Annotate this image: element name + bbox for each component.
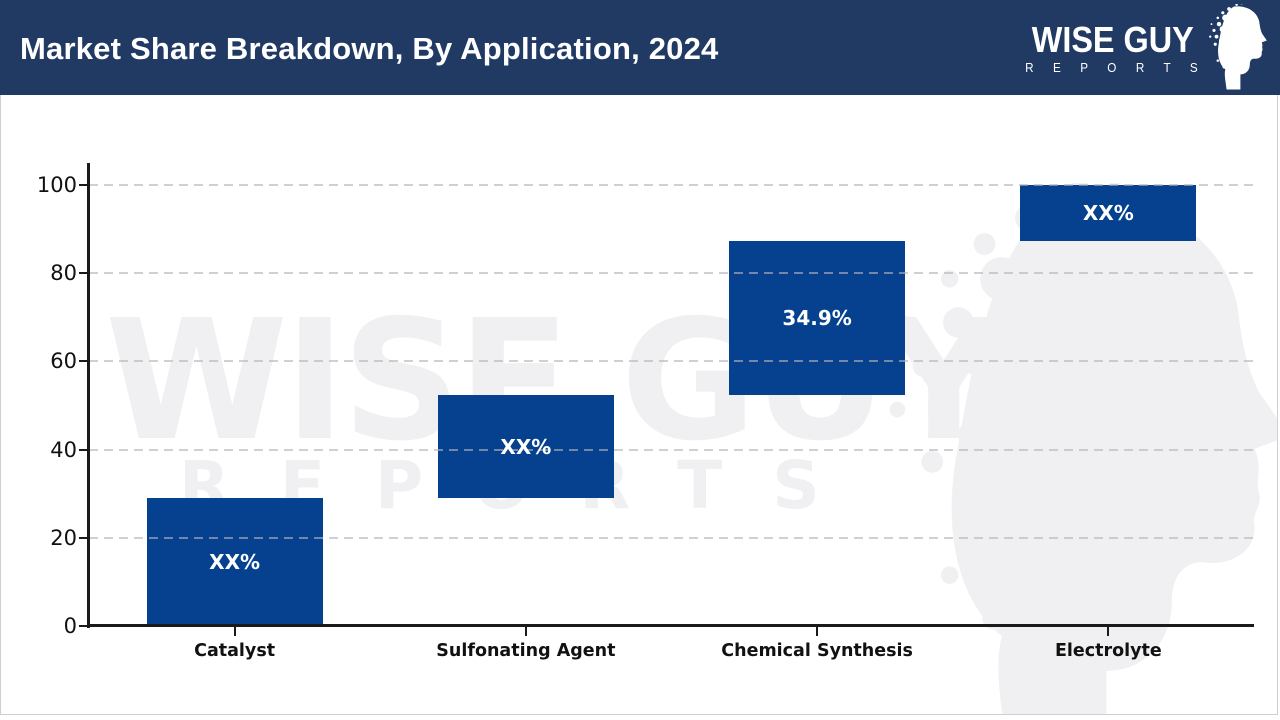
plot-area: XX% XX% 34.9% XX% 0 20 40 60 80 100 Catalyst Sulfon… [1, 95, 1277, 714]
y-axis [87, 163, 90, 628]
y-tick-label: 100 [36, 173, 77, 197]
wiseguy-logo: WISE GUY R E P O R T S [999, 4, 1272, 92]
gridline-40 [89, 448, 1254, 451]
y-tick [79, 536, 89, 539]
x-category-label: Chemical Synthesis [721, 641, 913, 661]
gridline-80 [89, 272, 1254, 275]
logo-face-icon [1209, 4, 1267, 90]
bar-value-label: XX% [1082, 201, 1134, 225]
y-tick-label: 60 [50, 349, 77, 374]
gridline-60 [89, 360, 1254, 363]
logo-wordmark-line1: WISE GUY [1031, 19, 1194, 60]
page-title: Market Share Breakdown, By Application, … [20, 31, 719, 66]
y-tick [79, 360, 89, 363]
gridline-20 [89, 536, 1254, 539]
logo-wordmark: WISE GUY R E P O R T S [1020, 19, 1206, 75]
x-axis [87, 624, 1254, 627]
y-tick-label: 20 [50, 525, 77, 550]
x-category-label: Sulfonating Agent [436, 641, 616, 661]
y-tick-label: 80 [50, 261, 77, 286]
y-tick [79, 272, 89, 275]
gridline-100 [89, 184, 1254, 186]
logo-wordmark-line2: R E P O R T S [1025, 60, 1206, 75]
bar-value-label: XX% [209, 550, 261, 575]
y-tick [79, 448, 89, 451]
x-tick [524, 627, 527, 636]
bar-sulfonating-agent [437, 394, 614, 499]
x-tick [1107, 627, 1110, 636]
y-tick [79, 625, 89, 627]
y-tick [79, 184, 89, 186]
x-tick [233, 627, 236, 636]
bar-value-label: XX% [500, 434, 552, 459]
x-category-label: Electrolyte [1054, 641, 1162, 661]
bar-catalyst [146, 498, 323, 626]
bar-chemical-synthesis [729, 241, 906, 395]
bar-value-label: 34.9% [782, 305, 852, 330]
x-tick [816, 627, 819, 636]
x-category-label: Catalyst [194, 641, 276, 661]
y-tick-label: 40 [50, 437, 77, 462]
header-bar: Market Share Breakdown, By Application, … [0, 0, 1280, 95]
y-tick-label: 0 [63, 614, 77, 638]
